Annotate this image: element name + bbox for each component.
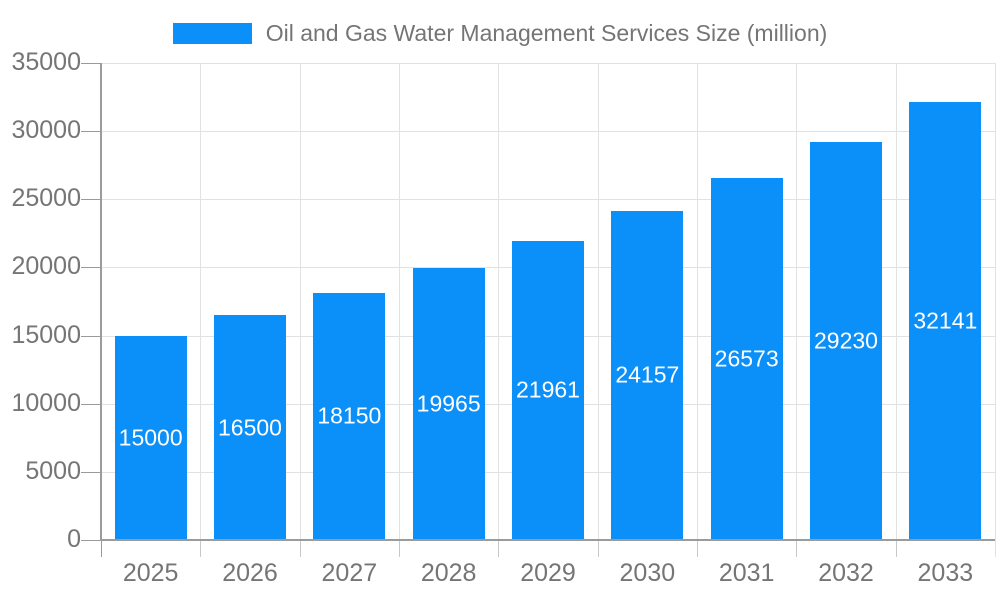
y-axis-label: 30000: [11, 116, 81, 145]
bar-2026[interactable]: [214, 315, 286, 540]
bar-2027[interactable]: [313, 292, 386, 540]
x-tick-mark: [498, 540, 500, 557]
bar-2028[interactable]: [412, 267, 485, 540]
x-gridline: [796, 63, 798, 540]
y-gridline: [101, 63, 995, 64]
x-axis-label: 2033: [917, 559, 974, 587]
y-tick-mark: [81, 471, 101, 473]
x-gridline: [399, 63, 400, 540]
x-axis-label: 2029: [520, 559, 576, 587]
x-tick-mark: [895, 540, 897, 557]
y-axis-label: 20000: [11, 252, 81, 281]
bar-value-label: 29230: [814, 327, 878, 354]
x-tick-mark: [597, 540, 599, 557]
bar-2029[interactable]: [512, 240, 584, 540]
bar-value-label: 24157: [615, 361, 680, 388]
x-axis-label: 2027: [321, 559, 378, 587]
x-axis-label: 2028: [420, 559, 477, 587]
y-axis-label: 5000: [25, 456, 81, 485]
x-gridline: [895, 63, 897, 540]
x-gridline: [995, 63, 996, 557]
y-gridline: [101, 131, 995, 133]
y-tick-mark: [81, 403, 101, 405]
x-tick-mark: [101, 540, 102, 557]
x-axis-label: 2026: [222, 559, 278, 587]
bar-value-label: 18150: [317, 402, 382, 429]
x-tick-mark: [697, 540, 698, 557]
x-axis-label: 2025: [122, 559, 179, 587]
y-tick-mark: [81, 267, 101, 269]
bar-2033[interactable]: [909, 101, 982, 540]
y-tick-mark: [81, 540, 101, 541]
y-gridline: [101, 199, 995, 201]
legend-label: Oil and Gas Water Management Services Si…: [265, 20, 828, 46]
bar-2025[interactable]: [114, 335, 187, 540]
x-gridline: [697, 63, 698, 540]
x-tick-mark: [299, 540, 301, 557]
y-axis-line: [100, 63, 102, 540]
bar-2032[interactable]: [810, 141, 882, 540]
bar-value-label: 19965: [416, 390, 481, 417]
y-axis-label: 35000: [11, 47, 81, 76]
bar-value-label: 26573: [714, 345, 779, 372]
legend[interactable]: Oil and Gas Water Management Services Si…: [0, 21, 1000, 45]
bar-value-label: 15000: [118, 424, 183, 451]
x-gridline: [597, 63, 599, 540]
y-tick-mark: [81, 335, 101, 337]
y-axis-label: 25000: [11, 184, 81, 213]
x-gridline: [200, 63, 202, 540]
bar-value-label: 32141: [913, 307, 978, 334]
bar-2031[interactable]: [710, 177, 783, 540]
x-gridline: [299, 63, 301, 540]
y-axis-label: 15000: [11, 320, 81, 349]
x-axis-label: 2031: [718, 559, 775, 587]
y-tick-mark: [81, 63, 101, 64]
x-tick-mark: [399, 540, 400, 557]
y-tick-mark: [81, 131, 101, 133]
y-tick-mark: [81, 199, 101, 201]
x-axis-label: 2032: [818, 559, 874, 587]
x-axis-line: [101, 539, 995, 541]
bar-value-label: 16500: [218, 414, 282, 441]
bar-2030[interactable]: [611, 210, 684, 540]
legend-swatch: [172, 22, 252, 44]
x-axis-label: 2030: [619, 559, 676, 587]
x-tick-mark: [200, 540, 202, 557]
y-axis-label: 10000: [11, 388, 81, 417]
x-gridline: [498, 63, 500, 540]
x-tick-mark: [796, 540, 798, 557]
bar-value-label: 21961: [516, 376, 580, 403]
y-axis-label: 0: [67, 524, 81, 553]
